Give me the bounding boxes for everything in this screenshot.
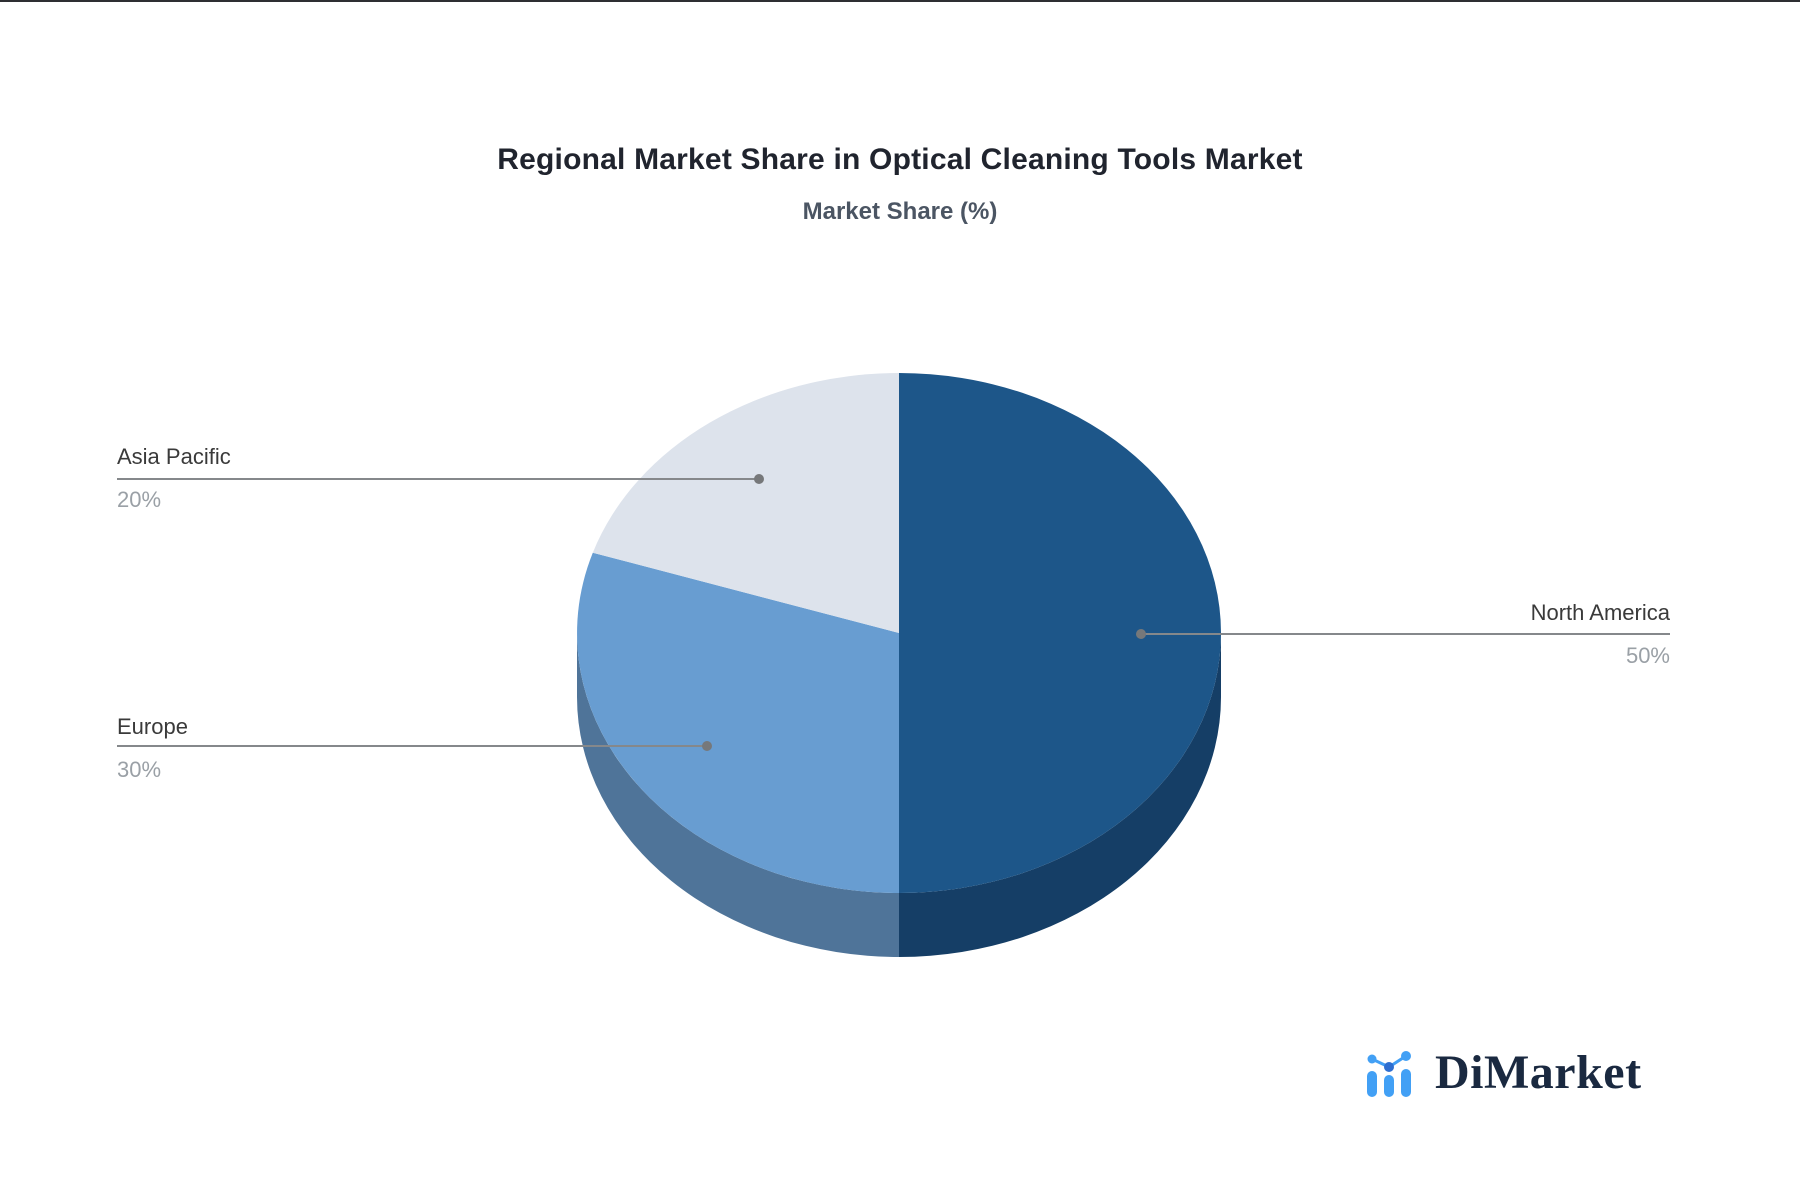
callout-north-america: North America 50%	[1531, 600, 1670, 669]
pie-slice-europe	[577, 552, 899, 893]
slice-label: Asia Pacific	[117, 444, 231, 469]
pie-side-north-america	[899, 633, 1221, 957]
chart-title: Regional Market Share in Optical Cleanin…	[497, 143, 1303, 176]
chart-subtitle: Market Share (%)	[802, 198, 998, 225]
pie-slice-north-america	[899, 373, 1221, 893]
callout-europe: Europe 30%	[117, 714, 188, 783]
callout-dot-asia-pacific	[754, 474, 764, 484]
bar-line-chart-icon	[1367, 1051, 1411, 1097]
brand-name: DiMarket	[1435, 1045, 1642, 1099]
brand-logo: DiMarket	[1363, 1036, 1642, 1108]
slice-label: Europe	[117, 714, 188, 739]
slice-label: North America	[1530, 600, 1670, 625]
slice-value: 50%	[1625, 643, 1670, 668]
slice-value: 20%	[117, 487, 162, 512]
pie-slice-asia-pacific	[592, 373, 899, 633]
pie-side-europe	[577, 633, 899, 957]
window-top-edge	[0, 0, 1800, 2]
callout-asia-pacific: Asia Pacific 20%	[117, 444, 231, 513]
callout-dot-north-america	[1136, 629, 1146, 639]
slice-value: 30%	[117, 757, 162, 782]
callout-dot-europe	[702, 741, 712, 751]
